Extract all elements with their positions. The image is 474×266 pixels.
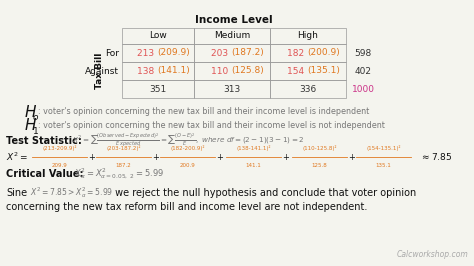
Text: (200.9): (200.9): [307, 48, 340, 57]
Text: (213-209.9)²: (213-209.9)²: [42, 145, 77, 151]
Bar: [270, 28, 346, 44]
Bar: [194, 62, 270, 80]
Text: 182: 182: [287, 48, 307, 57]
Bar: [194, 28, 270, 44]
Text: 200.9: 200.9: [180, 163, 195, 168]
Text: $\approx 7.85$: $\approx 7.85$: [420, 152, 452, 163]
Text: +: +: [348, 152, 356, 161]
Text: 209.9: 209.9: [52, 163, 67, 168]
Text: Sine: Sine: [6, 188, 27, 198]
Bar: [270, 44, 346, 62]
Text: 138: 138: [137, 66, 157, 76]
Text: 187.2: 187.2: [116, 163, 131, 168]
Text: (154-135.1)²: (154-135.1)²: [366, 145, 401, 151]
Text: Low: Low: [149, 31, 167, 40]
Text: 213: 213: [137, 48, 157, 57]
Bar: [194, 44, 270, 62]
Text: 110: 110: [211, 66, 231, 76]
Bar: [270, 62, 346, 80]
Text: +: +: [89, 152, 95, 161]
Bar: [122, 44, 194, 62]
Bar: [122, 62, 194, 80]
Bar: [270, 80, 346, 98]
Text: $\mathit{H}$: $\mathit{H}$: [24, 104, 37, 120]
Text: 203: 203: [211, 48, 231, 57]
Text: 125.8: 125.8: [311, 163, 328, 168]
Bar: [122, 80, 194, 98]
Text: (182-200.9)²: (182-200.9)²: [170, 145, 205, 151]
Text: (209.9): (209.9): [157, 48, 190, 57]
Text: Test Statistic:: Test Statistic:: [6, 136, 82, 146]
Text: : voter's opinion concerning the new tax bill and their income level is not inde: : voter's opinion concerning the new tax…: [38, 120, 385, 130]
Text: $\mathit{X}^2 = \sum \frac{\mathit{(Observed-Expected)}^2}{\mathit{Expected}} = : $\mathit{X}^2 = \sum \frac{\mathit{(Obse…: [72, 132, 304, 150]
Text: 1000: 1000: [352, 85, 374, 94]
Text: (110-125.8)²: (110-125.8)²: [302, 145, 337, 151]
Text: Critical Value:: Critical Value:: [6, 169, 83, 179]
Text: concerning the new tax reform bill and income level are not independent.: concerning the new tax reform bill and i…: [6, 202, 367, 212]
Bar: [122, 28, 194, 44]
Text: +: +: [217, 152, 223, 161]
Text: $1$: $1$: [32, 124, 39, 135]
Text: 336: 336: [300, 85, 317, 94]
Text: (138-141.1)²: (138-141.1)²: [236, 145, 271, 151]
Text: Income Level: Income Level: [195, 15, 273, 25]
Text: (203-187.2)²: (203-187.2)²: [106, 145, 141, 151]
Text: $o$: $o$: [32, 113, 39, 122]
Text: Calcworkshop.com: Calcworkshop.com: [396, 250, 468, 259]
Text: 141.1: 141.1: [246, 163, 261, 168]
Text: +: +: [153, 152, 159, 161]
Text: $X^2_\alpha = X^2_{\alpha=0.05,\ 2} = 5.99$: $X^2_\alpha = X^2_{\alpha=0.05,\ 2} = 5.…: [74, 167, 164, 181]
Text: $\mathit{H}$: $\mathit{H}$: [24, 117, 37, 133]
Text: 154: 154: [287, 66, 307, 76]
Text: 402: 402: [355, 66, 372, 76]
Text: Medium: Medium: [214, 31, 250, 40]
Text: : voter's opinion concerning the new tax bill and their income level is independ: : voter's opinion concerning the new tax…: [38, 107, 369, 117]
Text: High: High: [298, 31, 319, 40]
Text: (187.2): (187.2): [231, 48, 264, 57]
Text: Against: Against: [85, 66, 119, 76]
Text: 598: 598: [355, 48, 372, 57]
Bar: [194, 80, 270, 98]
Text: $X^2 =$: $X^2 =$: [6, 151, 28, 163]
Text: 351: 351: [149, 85, 167, 94]
Text: (141.1): (141.1): [157, 66, 190, 76]
Text: Tax Bill: Tax Bill: [95, 53, 104, 89]
Text: (125.8): (125.8): [231, 66, 264, 76]
Text: For: For: [105, 48, 119, 57]
Text: +: +: [283, 152, 290, 161]
Text: we reject the null hypothesis and conclude that voter opinion: we reject the null hypothesis and conclu…: [112, 188, 416, 198]
Text: $X^2=7.85 > X^2_\alpha=5.99$: $X^2=7.85 > X^2_\alpha=5.99$: [26, 186, 113, 201]
Text: 135.1: 135.1: [375, 163, 392, 168]
Text: (135.1): (135.1): [307, 66, 340, 76]
Text: 313: 313: [223, 85, 241, 94]
